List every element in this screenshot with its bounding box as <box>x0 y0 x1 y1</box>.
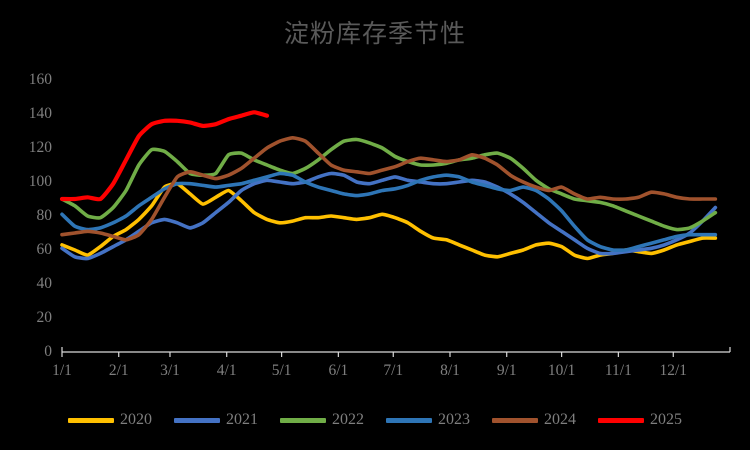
series-line-2021 <box>60 171 718 261</box>
legend-item-2021[interactable]: 2021 <box>174 412 258 428</box>
axis-layer <box>61 347 731 357</box>
x-axis-tick-label: 6/1 <box>328 362 349 379</box>
series-line-2023 <box>60 171 718 253</box>
legend-item-2025[interactable]: 2025 <box>598 412 682 428</box>
legend-label: 2021 <box>226 411 258 428</box>
legend-item-2020[interactable]: 2020 <box>68 412 152 428</box>
legend-swatch-icon <box>386 417 432 423</box>
y-axis-tick-label: 100 <box>28 173 52 190</box>
x-axis-tick-label: 9/1 <box>496 362 517 379</box>
legend-label: 2022 <box>332 411 364 428</box>
series-line-2025 <box>59 110 270 202</box>
x-axis-tick-label: 1/1 <box>52 362 72 379</box>
series-line-2022 <box>60 137 718 232</box>
legend-label: 2024 <box>544 411 576 428</box>
series-line-2024 <box>60 136 718 242</box>
y-axis-tick-label: 20 <box>36 309 53 326</box>
x-axis-tick-label: 2/1 <box>108 362 129 379</box>
legend-item-2023[interactable]: 2023 <box>386 412 470 428</box>
legend-item-2024[interactable]: 2024 <box>492 412 576 428</box>
y-axis-tick-label: 120 <box>28 139 52 156</box>
x-axis-tick-label: 12/1 <box>659 362 688 379</box>
legend-swatch-icon <box>492 417 538 423</box>
chart-title: 淀粉库存季节性 <box>283 20 466 48</box>
x-axis-tick-label: 4/1 <box>216 362 237 379</box>
legend-label: 2025 <box>650 411 682 428</box>
x-axis-tick-label: 3/1 <box>160 362 180 379</box>
x-axis-tick-label: 8/1 <box>440 362 460 379</box>
legend-swatch-icon <box>68 417 114 423</box>
y-axis-tick-label: 0 <box>44 343 52 360</box>
x-axis-tick-label: 5/1 <box>271 362 292 379</box>
legend-swatch-icon <box>174 417 220 423</box>
y-axis-tick-label: 40 <box>36 275 53 292</box>
y-axis-tick-label: 60 <box>36 241 53 258</box>
legend-swatch-icon <box>280 417 326 423</box>
x-axis-tick-label: 11/1 <box>604 362 632 379</box>
series-layer <box>59 110 718 261</box>
x-axis-tick-label: 10/1 <box>547 362 576 379</box>
legend-item-2022[interactable]: 2022 <box>280 412 364 428</box>
legend-label: 2023 <box>438 411 470 428</box>
legend-label: 2020 <box>120 411 152 428</box>
chart-legend: 2020 2021 2022 2023 2024 2025 <box>0 412 750 428</box>
x-axis-tick-label: 7/1 <box>383 362 404 379</box>
legend-swatch-icon <box>598 417 644 423</box>
y-axis-tick-label: 80 <box>36 207 53 224</box>
y-axis-tick-label: 160 <box>28 71 52 88</box>
y-axis-tick-label: 140 <box>28 105 52 122</box>
